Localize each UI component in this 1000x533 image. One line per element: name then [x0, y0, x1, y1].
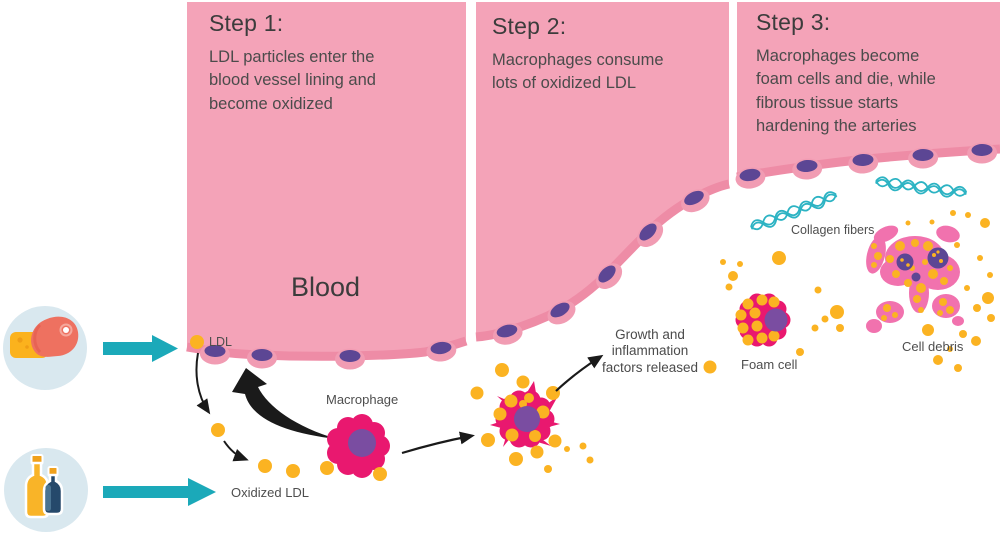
- step1-heading: Step 1:: [209, 10, 284, 36]
- ldl-dots-around-activated: [470, 363, 594, 473]
- panel-step3: [736, 2, 1000, 182]
- macrophage-cell: [327, 414, 390, 478]
- macrophage-entry-arrow: [232, 368, 337, 439]
- collagen-fibers-label: Collagen fibers: [791, 223, 875, 237]
- oxidized-ldl-dots: [211, 423, 300, 478]
- arrow-to-growth-factors: [555, 354, 604, 392]
- step3-body: Macrophages become foam cells and die, w…: [756, 47, 936, 136]
- cell-debris-label: Cell debris: [902, 339, 964, 354]
- macrophage-label: Macrophage: [326, 392, 399, 407]
- foam-cell-label: Foam cell: [741, 357, 798, 372]
- blood-label: Blood: [291, 272, 361, 302]
- ldl-particle: [190, 335, 204, 349]
- step2-body: Macrophages consume lots of oxidized LDL: [492, 51, 664, 93]
- step3-text-block: Step 3: Macrophages become foam cells an…: [756, 9, 986, 139]
- growth-factors-label: Growth and inflammation factors released: [601, 327, 699, 375]
- oxidized-ldl-label: Oxidized LDL: [231, 485, 310, 500]
- ldl-dots-around-foam-cell: [720, 251, 844, 356]
- step3-heading: Step 3:: [756, 9, 831, 35]
- foam-cell: [735, 293, 791, 347]
- cell-debris: [866, 225, 964, 333]
- step1-body: LDL particles enter the blood vessel lin…: [209, 48, 376, 113]
- ldl-dots-at-macrophage: [320, 461, 387, 481]
- arrow-food-to-vessel: [103, 335, 178, 362]
- activated-macrophage-cell: [490, 381, 560, 448]
- arrow-bottles-to-oxldl: [103, 478, 216, 506]
- step2-heading: Step 2:: [492, 13, 567, 39]
- ldl-flow-arrows: [195, 352, 249, 462]
- arrow-macrophage-to-activated: [401, 431, 475, 455]
- step2-text-block: Step 2: Macrophages consume lots of oxid…: [492, 13, 712, 96]
- oil-bottles-icon: [4, 448, 88, 532]
- growth-factor-dot: [703, 360, 717, 374]
- ldl-label: LDL: [209, 335, 232, 349]
- step1-text-block: Step 1: LDL particles enter the blood ve…: [209, 10, 429, 116]
- fatty-food-icon: [3, 306, 87, 390]
- ldl-dots-around-debris: [905, 210, 995, 372]
